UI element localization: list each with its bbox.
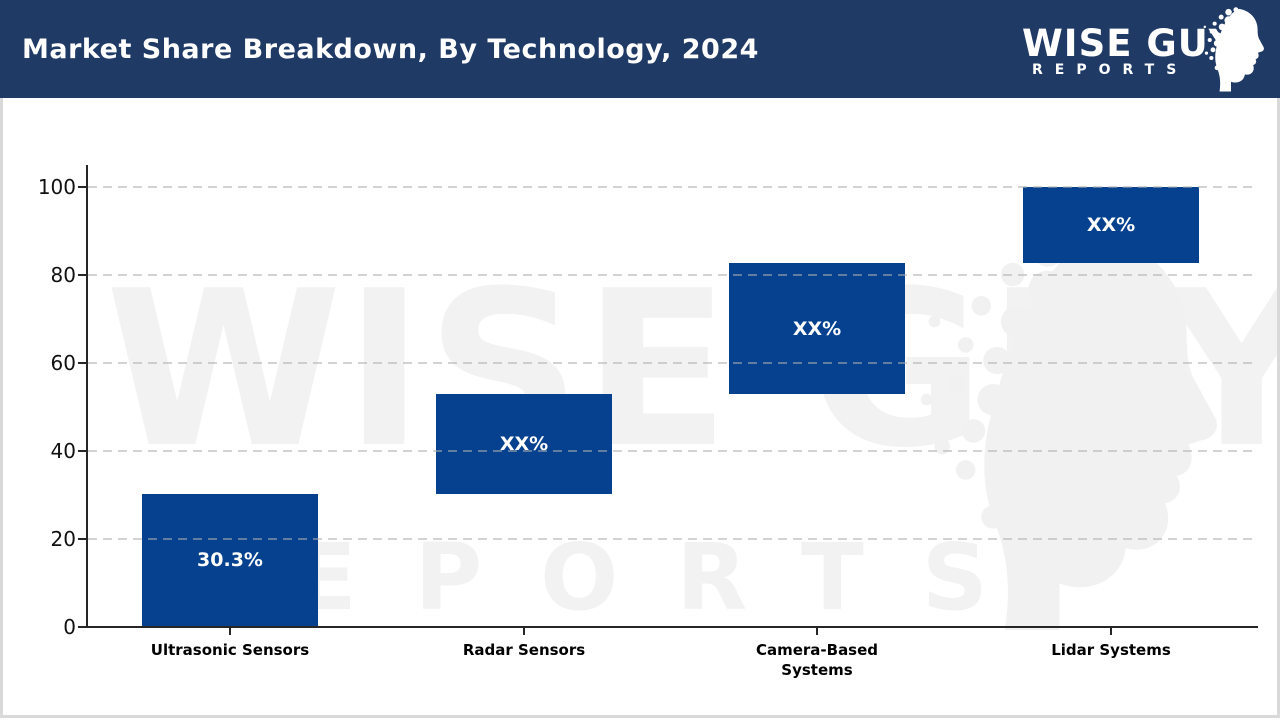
bar-camera-based-systems: [729, 263, 905, 395]
bar-value-label-camera-based-systems: XX%: [792, 317, 842, 340]
logo-reports-text: REPORTS: [1032, 62, 1189, 78]
x-tick-3: [1110, 627, 1112, 635]
bar-ultrasonic-sensors: [142, 493, 318, 627]
y-tick-label-100: 100: [37, 175, 76, 199]
header-bar: Market Share Breakdown, By Technology, 2…: [0, 0, 1280, 98]
y-tick-20: [78, 538, 86, 540]
x-tick-0: [229, 627, 231, 635]
page-title: Market Share Breakdown, By Technology, 2…: [22, 33, 759, 65]
logo-brand-text: WISE GUY: [1022, 22, 1237, 65]
category-label-2: Camera-Based Systems: [755, 641, 879, 680]
category-label-1: Radar Sensors: [462, 641, 586, 659]
y-tick-label-40: 40: [50, 439, 76, 463]
bar-value-label-ultrasonic-sensors: 30.3%: [197, 549, 263, 572]
x-axis-line: [86, 626, 1258, 628]
bar-value-label-radar-sensors: XX%: [499, 432, 549, 455]
y-tick-100: [78, 186, 86, 188]
x-tick-2: [816, 627, 818, 635]
bar-radar-sensors: [436, 394, 612, 494]
y-tick-label-60: 60: [50, 351, 76, 375]
y-tick-40: [78, 450, 86, 452]
y-tick-label-20: 20: [50, 527, 76, 551]
category-label-3: Lidar Systems: [1051, 641, 1171, 659]
logo-head-icon: [1201, 7, 1264, 92]
y-tick-80: [78, 274, 86, 276]
y-tick-label-0: 0: [63, 615, 76, 639]
y-axis-line: [86, 165, 88, 627]
y-tick-0: [78, 626, 86, 628]
y-tick-60: [78, 362, 86, 364]
bar-value-label-lidar-systems: XX%: [1086, 214, 1136, 237]
category-label-0: Ultrasonic Sensors: [150, 641, 310, 659]
wiseguy-logo: WISE GUY REPORTS: [1022, 0, 1272, 98]
bar-lidar-systems: [1023, 187, 1199, 264]
y-tick-label-80: 80: [50, 263, 76, 287]
x-tick-1: [523, 627, 525, 635]
